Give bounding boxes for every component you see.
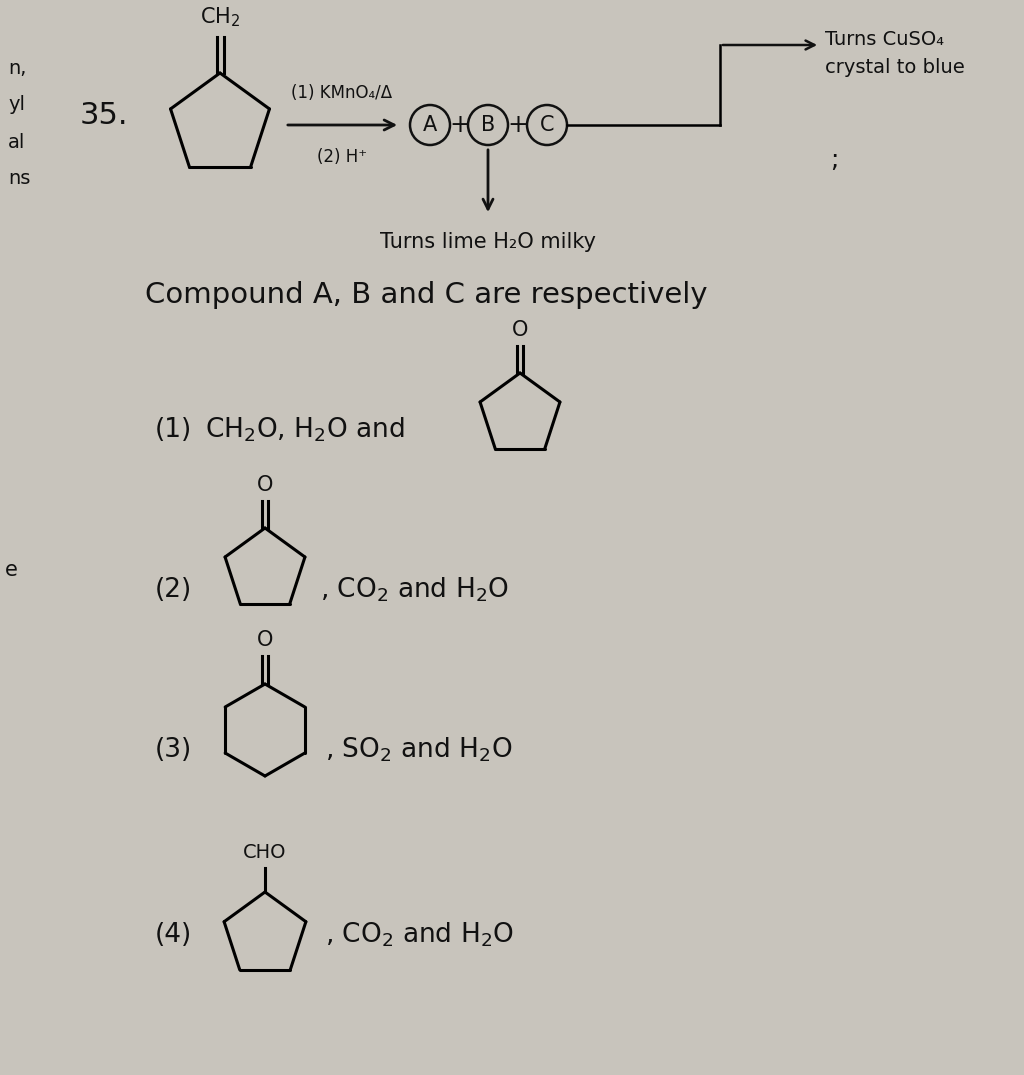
Text: 35.: 35. xyxy=(80,100,128,129)
Text: (4): (4) xyxy=(155,922,193,948)
Text: B: B xyxy=(481,115,496,135)
Text: $\mathregular{CH_2}$: $\mathregular{CH_2}$ xyxy=(200,5,241,29)
Text: Turns lime H₂O milky: Turns lime H₂O milky xyxy=(380,232,596,252)
Text: +: + xyxy=(508,113,528,137)
Text: Turns CuSO₄: Turns CuSO₄ xyxy=(825,30,944,49)
Text: +: + xyxy=(450,113,470,137)
Text: yl: yl xyxy=(8,96,25,115)
Text: , $\mathregular{CO_2}$ and $\mathregular{H_2O}$: , $\mathregular{CO_2}$ and $\mathregular… xyxy=(319,576,509,604)
Text: $\mathregular{CH_2O}$, $\mathregular{H_2O}$ and: $\mathregular{CH_2O}$, $\mathregular{H_2… xyxy=(205,416,404,444)
Text: ;: ; xyxy=(830,148,839,172)
Text: O: O xyxy=(257,475,273,494)
Text: , $\mathregular{SO_2}$ and $\mathregular{H_2O}$: , $\mathregular{SO_2}$ and $\mathregular… xyxy=(325,735,512,764)
Text: al: al xyxy=(8,133,26,153)
Text: Compound A, B and C are respectively: Compound A, B and C are respectively xyxy=(145,281,708,309)
Text: ns: ns xyxy=(8,169,31,187)
Text: CHO: CHO xyxy=(244,844,287,862)
Text: (1): (1) xyxy=(155,417,193,443)
Text: (1) KMnO₄/Δ: (1) KMnO₄/Δ xyxy=(292,84,392,102)
Text: A: A xyxy=(423,115,437,135)
Text: (3): (3) xyxy=(155,737,193,763)
Text: (2): (2) xyxy=(155,577,193,603)
Text: O: O xyxy=(512,319,528,340)
Text: e: e xyxy=(5,560,17,581)
Text: crystal to blue: crystal to blue xyxy=(825,58,965,77)
Text: n,: n, xyxy=(8,58,27,77)
Text: O: O xyxy=(257,630,273,650)
Text: , $\mathregular{CO_2}$ and $\mathregular{H_2O}$: , $\mathregular{CO_2}$ and $\mathregular… xyxy=(325,921,514,949)
Text: C: C xyxy=(540,115,554,135)
Text: (2) H⁺: (2) H⁺ xyxy=(317,148,367,166)
